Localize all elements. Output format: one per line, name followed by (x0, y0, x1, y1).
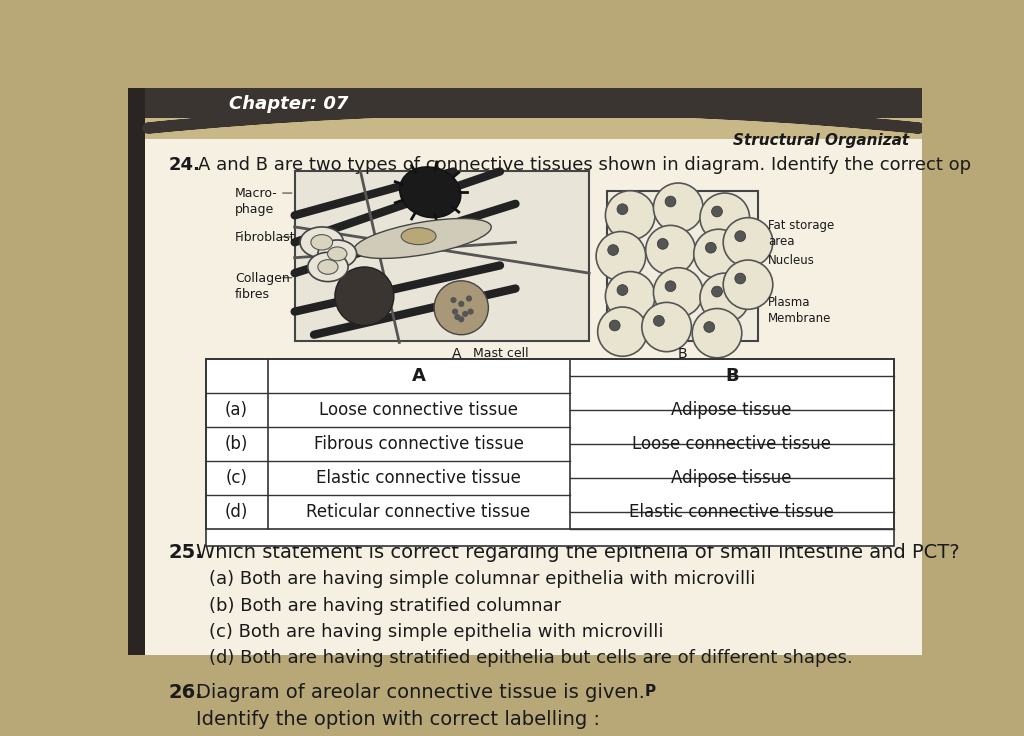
Ellipse shape (401, 227, 436, 244)
Circle shape (452, 308, 458, 315)
Circle shape (335, 267, 394, 325)
Circle shape (657, 238, 669, 250)
Circle shape (617, 204, 628, 215)
Ellipse shape (317, 260, 338, 275)
Text: Fibroblast: Fibroblast (234, 231, 296, 244)
Text: Adipose tissue: Adipose tissue (672, 401, 792, 420)
Text: (c) Both are having simple epithelia with microvilli: (c) Both are having simple epithelia wit… (209, 623, 664, 641)
Text: 24.: 24. (168, 156, 200, 174)
FancyBboxPatch shape (145, 118, 922, 139)
Text: Loose connective tissue: Loose connective tissue (319, 401, 518, 420)
Circle shape (462, 311, 468, 317)
Circle shape (693, 229, 743, 278)
Text: B: B (678, 347, 687, 361)
Text: Diagram of areolar connective tissue is given.: Diagram of areolar connective tissue is … (197, 683, 645, 701)
Circle shape (665, 281, 676, 291)
FancyBboxPatch shape (145, 88, 922, 118)
Text: (c): (c) (225, 469, 248, 487)
Text: Loose connective tissue: Loose connective tissue (632, 435, 831, 453)
Circle shape (700, 273, 750, 322)
FancyBboxPatch shape (128, 88, 145, 655)
Text: Nucleus: Nucleus (768, 254, 815, 267)
Text: P: P (644, 684, 655, 699)
Circle shape (723, 260, 773, 309)
Text: B: B (725, 367, 738, 386)
Text: (d): (d) (225, 503, 248, 521)
Ellipse shape (317, 240, 356, 268)
FancyArrowPatch shape (147, 109, 919, 128)
Ellipse shape (399, 167, 461, 218)
Text: Plasma
Membrane: Plasma Membrane (768, 296, 831, 325)
Circle shape (466, 295, 472, 302)
Text: (d) Both are having stratified epithelia but cells are of different shapes.: (d) Both are having stratified epithelia… (209, 649, 853, 667)
Circle shape (712, 206, 722, 217)
FancyBboxPatch shape (638, 675, 901, 736)
Ellipse shape (300, 227, 343, 258)
Circle shape (458, 301, 464, 307)
Text: Elastic connective tissue: Elastic connective tissue (316, 469, 521, 487)
Circle shape (706, 242, 716, 253)
Text: (a): (a) (225, 401, 248, 420)
Ellipse shape (328, 247, 347, 261)
Circle shape (712, 286, 722, 297)
Text: Fat storage
area: Fat storage area (768, 219, 835, 248)
Text: Adipose tissue: Adipose tissue (672, 469, 792, 487)
Text: (b): (b) (225, 435, 248, 453)
Circle shape (642, 302, 691, 352)
Circle shape (703, 322, 715, 333)
Text: Mast cell: Mast cell (473, 347, 528, 360)
Circle shape (735, 273, 745, 284)
Text: A: A (412, 367, 426, 386)
Circle shape (723, 218, 773, 267)
Circle shape (609, 320, 621, 331)
Circle shape (605, 272, 655, 321)
Ellipse shape (311, 235, 333, 250)
Circle shape (605, 191, 655, 240)
Text: Which statement is correct regarding the epithelia of small intestine and PCT?: Which statement is correct regarding the… (197, 542, 959, 562)
FancyBboxPatch shape (206, 359, 894, 545)
Circle shape (665, 196, 676, 207)
Circle shape (607, 244, 618, 255)
Text: 26.: 26. (168, 683, 203, 701)
Text: Fibrous connective tissue: Fibrous connective tissue (313, 435, 523, 453)
Circle shape (451, 297, 457, 303)
Text: Collagen
fibres: Collagen fibres (234, 272, 290, 300)
Text: A and B are two types of connective tissues shown in diagram. Identify the corre: A and B are two types of connective tiss… (198, 156, 971, 174)
Text: Chapter: 07: Chapter: 07 (228, 95, 348, 113)
Circle shape (458, 316, 464, 322)
Text: (b) Both are having stratified columnar: (b) Both are having stratified columnar (209, 596, 561, 615)
Circle shape (434, 281, 488, 335)
Circle shape (700, 193, 750, 242)
Text: Identify the option with correct labelling :: Identify the option with correct labelli… (197, 710, 600, 729)
Text: Structural Organizat: Structural Organizat (733, 133, 909, 148)
Circle shape (596, 232, 646, 281)
Text: Reticular connective tissue: Reticular connective tissue (306, 503, 530, 521)
Ellipse shape (667, 692, 767, 736)
Circle shape (455, 314, 461, 320)
FancyBboxPatch shape (607, 191, 758, 341)
Circle shape (653, 316, 665, 326)
FancyBboxPatch shape (295, 171, 589, 341)
Circle shape (646, 225, 695, 275)
Text: Elastic connective tissue: Elastic connective tissue (630, 503, 835, 521)
Ellipse shape (353, 219, 492, 258)
Text: (a) Both are having simple columnar epithelia with microvilli: (a) Both are having simple columnar epit… (209, 570, 756, 588)
Circle shape (467, 308, 474, 315)
Circle shape (617, 285, 628, 295)
Circle shape (653, 268, 703, 317)
Ellipse shape (308, 252, 348, 282)
Circle shape (653, 183, 703, 233)
Text: A: A (452, 347, 462, 361)
FancyBboxPatch shape (145, 88, 922, 655)
Circle shape (692, 308, 741, 358)
Circle shape (735, 231, 745, 241)
Text: Macro-
phage: Macro- phage (234, 187, 278, 216)
Circle shape (598, 307, 647, 356)
Text: 25.: 25. (168, 542, 203, 562)
